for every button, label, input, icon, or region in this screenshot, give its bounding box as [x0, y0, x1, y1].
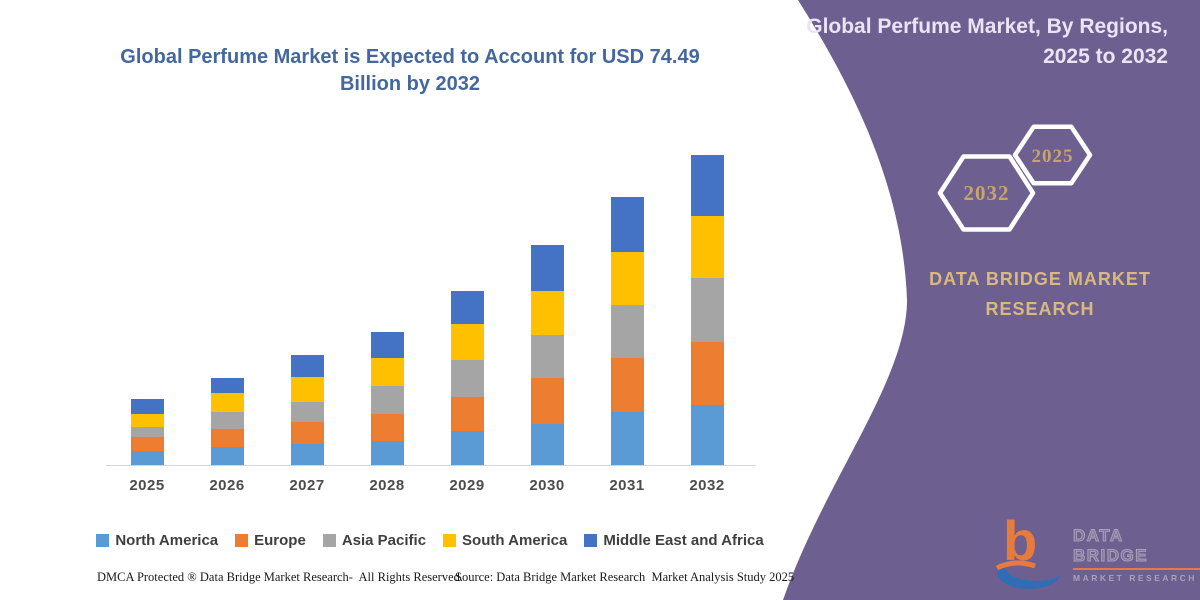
legend-swatch [322, 534, 336, 547]
x-axis-label-2029: 2029 [449, 477, 485, 494]
hexagon-2025-label: 2025 [1032, 146, 1074, 167]
bar-segment-2032-south-america [690, 215, 724, 279]
bar-segment-2027-south-america [290, 376, 324, 402]
bar-2031 [610, 197, 644, 466]
x-axis-label-2028: 2028 [369, 477, 405, 494]
bar-segment-2031-north-america [610, 412, 644, 466]
chart-legend: North America Europe Asia Pacific South Ame… [95, 532, 765, 549]
bar-segment-2028-south-america [370, 357, 404, 386]
bar-segment-2026-north-america [210, 446, 244, 466]
legend-label: South America [462, 532, 568, 549]
logo-subtitle: MARKET RESEARCH [1073, 573, 1197, 583]
logo-text-block: DATA BRIDGE MARKET RESEARCH [1073, 510, 1200, 583]
bar-segment-2027-middle-east-and-africa [290, 354, 324, 377]
panel-title-line1: Global Perfume Market, By Regions, [806, 15, 1168, 38]
bar-2028 [370, 332, 404, 466]
bar-segment-2027-asia-pacific [290, 401, 324, 422]
bar-segment-2030-europe [530, 377, 564, 424]
bar-segment-2026-asia-pacific [210, 411, 244, 429]
brand-heading: DATA BRIDGE MARKET RESEARCH [929, 269, 1151, 319]
x-axis-label-2027: 2027 [289, 477, 325, 494]
bar-2032 [690, 154, 724, 466]
x-axis-label-2025: 2025 [129, 477, 165, 494]
bar-segment-2032-asia-pacific [690, 278, 724, 343]
bar-2027 [290, 354, 324, 466]
bar-segment-2030-north-america [530, 423, 564, 466]
legend-label: North America [115, 532, 219, 549]
logo-title: DATA BRIDGE [1073, 526, 1200, 570]
bar-segment-2026-europe [210, 428, 244, 447]
bar-segment-2031-south-america [610, 252, 644, 306]
x-axis-line [106, 465, 756, 466]
bar-segment-2030-south-america [530, 291, 564, 335]
bar-segment-2026-middle-east-and-africa [210, 377, 244, 393]
x-axis-label-2026: 2026 [209, 477, 245, 494]
bar-segment-2029-south-america [450, 324, 484, 360]
legend-label: Asia Pacific [341, 532, 427, 549]
bar-segment-2031-asia-pacific [610, 305, 644, 359]
bar-2025 [130, 398, 164, 466]
logo-b-glyph: b [1003, 509, 1037, 572]
hexagon-years-graphic: 2032 2025 [937, 124, 1093, 232]
bar-segment-2032-north-america [690, 405, 724, 466]
copyright-text: DMCA Protected ® Data Bridge Market Rese… [97, 570, 464, 584]
bar-segment-2032-europe [690, 342, 724, 406]
bar-segment-2027-north-america [290, 443, 324, 466]
data-bridge-logo-icon: b [995, 509, 1067, 589]
legend-item-europe: Europe [235, 532, 306, 549]
legend-item-middle-east-and-africa: Middle East and Africa [584, 532, 764, 549]
bar-segment-2025-north-america [130, 450, 164, 466]
hexagon-2032-label: 2032 [964, 181, 1010, 205]
logo-orange-arc [995, 560, 1036, 571]
panel-title-line2: 2025 to 2032 [1043, 45, 1168, 68]
hexagon-2025 [1012, 124, 1093, 186]
bar-2029 [450, 291, 484, 466]
purple-panel-shape [783, 0, 1200, 600]
legend-item-asia-pacific: Asia Pacific [322, 532, 427, 549]
legend-swatch [235, 534, 249, 547]
panel-title: Global Perfume Market, By Regions, 2025 … [768, 12, 1168, 72]
x-axis-label-2031: 2031 [609, 477, 645, 494]
bar-segment-2031-europe [610, 358, 644, 413]
logo-swoosh-cutout [1005, 551, 1067, 581]
bar-segment-2025-asia-pacific [130, 426, 164, 437]
data-bridge-logo: b DATA BRIDGE MARKET RESEARCH [995, 509, 1200, 595]
bar-segment-2028-north-america [370, 440, 404, 466]
bar-segment-2027-europe [290, 421, 324, 444]
bar-segment-2030-asia-pacific [530, 334, 564, 378]
x-axis-label-2032: 2032 [689, 477, 725, 494]
bar-segment-2030-middle-east-and-africa [530, 245, 564, 292]
bar-segment-2032-middle-east-and-africa [690, 154, 724, 216]
bar-segment-2029-asia-pacific [450, 359, 484, 398]
chart-title: Global Perfume Market is Expected to Acc… [120, 46, 700, 95]
bar-segment-2029-middle-east-and-africa [450, 291, 484, 325]
bar-2026 [210, 377, 244, 466]
bar-2030 [530, 245, 564, 466]
bar-segment-2026-south-america [210, 392, 244, 412]
bar-segment-2025-south-america [130, 413, 164, 427]
bar-segment-2028-asia-pacific [370, 385, 404, 414]
bar-segment-2025-middle-east-and-africa [130, 398, 164, 414]
x-axis-label-2030: 2030 [529, 477, 565, 494]
bar-segment-2028-europe [370, 413, 404, 441]
legend-label: Europe [254, 532, 306, 549]
legend-swatch [584, 534, 598, 547]
legend-swatch [96, 534, 110, 547]
legend-item-north-america: North America [96, 532, 218, 549]
legend-swatch [443, 534, 457, 547]
bar-segment-2028-middle-east-and-africa [370, 332, 404, 358]
source-text: Source: Data Bridge Market Research Mark… [455, 570, 795, 584]
bar-segment-2029-europe [450, 397, 484, 431]
legend-item-south-america: South America [443, 532, 567, 549]
bar-segment-2029-north-america [450, 430, 484, 466]
bar-segment-2025-europe [130, 436, 164, 451]
legend-label: Middle East and Africa [603, 532, 764, 549]
hexagon-2032 [937, 154, 1036, 232]
bar-segment-2031-middle-east-and-africa [610, 197, 644, 253]
